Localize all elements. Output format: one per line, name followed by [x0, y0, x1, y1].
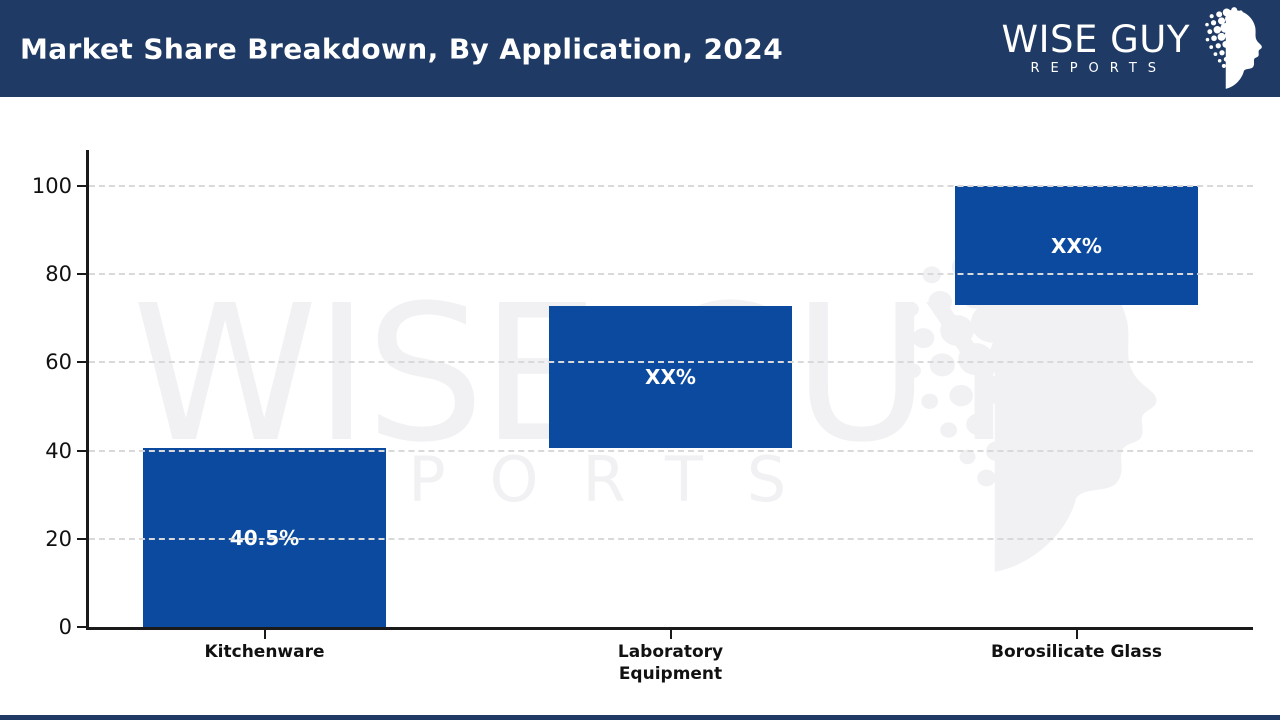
y-tick-label: 0: [58, 615, 72, 639]
y-tick-mark: [77, 626, 86, 628]
bar-value-label: XX%: [1051, 233, 1102, 258]
x-tick-mark: [1075, 630, 1078, 639]
y-tick-mark: [77, 273, 86, 276]
footer-bar: [0, 715, 1280, 720]
bar-segment: XX%: [548, 305, 793, 449]
y-tick-mark: [77, 185, 86, 187]
bar-segment: 40.5%: [142, 448, 387, 627]
logo-wordmark-line1: WISE GUY: [1001, 17, 1190, 61]
header-bar: Market Share Breakdown, By Application, …: [0, 0, 1280, 97]
bar-value-label: 40.5%: [229, 525, 300, 550]
gridline-y: [89, 185, 1253, 187]
y-tick-mark: [77, 361, 86, 364]
y-axis-line: [86, 150, 89, 630]
gridline-y: [89, 361, 1253, 364]
chart-canvas: WISE GUY REPORTS 40.5% XX% XX% 0 20 40 60 80 100…: [0, 97, 1280, 715]
x-axis-line: [86, 627, 1253, 630]
y-tick-label: 100: [31, 174, 72, 198]
logo-wordmark-line2: REPORTS: [1030, 61, 1168, 77]
gridline-y: [89, 273, 1253, 276]
y-tick-label: 40: [45, 438, 72, 463]
bar-value-label: XX%: [645, 365, 696, 390]
x-tick-label: Laboratory Equipment: [617, 642, 724, 684]
x-tick-label: Kitchenware: [204, 642, 325, 662]
x-tick-label: Borosilicate Glass: [991, 642, 1162, 662]
gridline-y: [89, 537, 1253, 540]
y-tick-mark: [77, 537, 86, 540]
bar-segment: XX%: [954, 186, 1199, 306]
wise-guy-logo: WISE GUY REPORTS: [1002, 2, 1270, 95]
page-title: Market Share Breakdown, By Application, …: [20, 32, 784, 65]
x-tick-mark: [263, 630, 266, 639]
y-tick-label: 20: [45, 526, 72, 551]
x-tick-mark: [669, 630, 672, 639]
gridline-y: [89, 449, 1253, 452]
logo-wordmark: WISE GUY REPORTS: [1001, 17, 1190, 77]
y-tick-mark: [77, 449, 86, 452]
y-tick-label: 80: [45, 262, 72, 287]
y-tick-label: 60: [45, 350, 72, 375]
